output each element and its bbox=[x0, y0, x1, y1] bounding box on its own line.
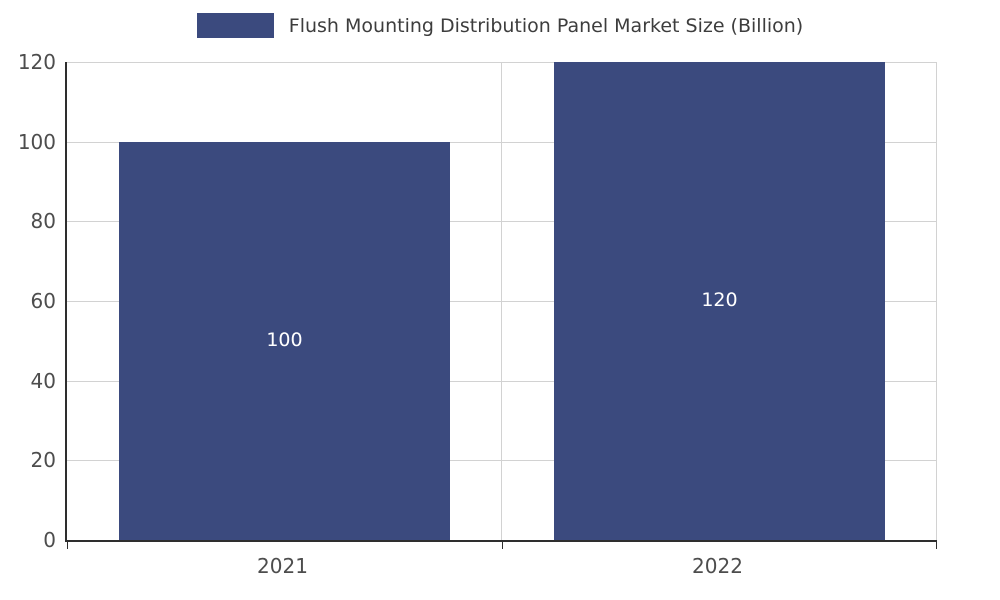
x-axis-tick-mark bbox=[936, 542, 937, 549]
gridline-horizontal bbox=[67, 301, 937, 302]
y-tick-label: 100 bbox=[17, 129, 56, 154]
legend-label: Flush Mounting Distribution Panel Market… bbox=[288, 14, 804, 37]
gridline-horizontal bbox=[67, 460, 937, 462]
bar-value-label: 100 bbox=[266, 328, 303, 351]
bar-2021: 100 bbox=[119, 141, 450, 540]
y-tick-label: 60 bbox=[30, 289, 56, 313]
gridline-vertical bbox=[501, 62, 502, 540]
plot-area: 100 120 bbox=[65, 62, 937, 549]
y-tick-label: 40 bbox=[30, 368, 56, 393]
x-tick-label: 2021 bbox=[257, 554, 308, 578]
x-axis-tick-mark bbox=[502, 542, 503, 549]
gridline-horizontal bbox=[67, 380, 937, 382]
legend-swatch bbox=[196, 13, 274, 38]
x-tick-label: 2022 bbox=[692, 554, 743, 578]
legend: Flush Mounting Distribution Panel Market… bbox=[0, 13, 1000, 38]
gridline-horizontal bbox=[67, 62, 937, 63]
x-axis-tick-mark bbox=[67, 542, 68, 549]
y-tick-label: 0 bbox=[43, 528, 56, 552]
gridline-vertical bbox=[936, 62, 937, 540]
y-tick-label: 20 bbox=[30, 448, 56, 473]
y-tick-label: 120 bbox=[17, 50, 56, 74]
bar-value-label: 120 bbox=[701, 289, 738, 311]
bar-2022: 120 bbox=[554, 62, 885, 540]
y-tick-label: 80 bbox=[30, 209, 56, 234]
gridline-horizontal bbox=[67, 221, 937, 223]
gridline-horizontal bbox=[67, 141, 937, 143]
